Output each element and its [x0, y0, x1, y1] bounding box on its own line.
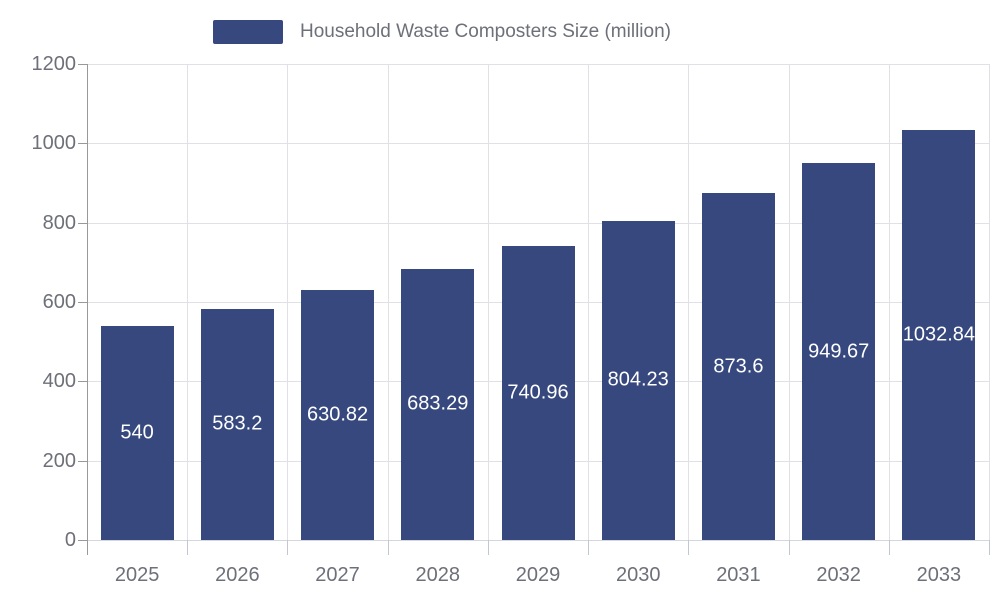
- x-axis-tick: [588, 540, 590, 555]
- gridline-v: [588, 64, 590, 540]
- bar-value-label: 540: [120, 421, 154, 444]
- y-axis-tick: [78, 64, 87, 65]
- x-axis-label: 2032: [816, 564, 861, 586]
- x-axis-tick: [187, 540, 189, 555]
- y-axis-label: 800: [42, 211, 76, 234]
- y-axis-tick: [78, 222, 87, 224]
- legend-item[interactable]: Household Waste Composters Size (million…: [213, 20, 671, 44]
- y-axis-label: 600: [42, 291, 76, 313]
- bar[interactable]: 683.29: [401, 268, 475, 540]
- x-axis-tick: [387, 540, 389, 555]
- bar-value-label: 683.29: [407, 392, 469, 415]
- gridline-v: [187, 64, 189, 540]
- bar-value-label: 1032.84: [902, 323, 976, 346]
- x-axis-label: 2029: [515, 564, 561, 586]
- y-axis-label: 1200: [31, 53, 77, 75]
- x-axis-tick: [888, 540, 890, 555]
- gridline-h: [87, 222, 989, 224]
- x-axis-tick: [487, 540, 489, 555]
- y-axis-tick: [78, 460, 87, 462]
- x-axis-label: 2031: [716, 564, 761, 586]
- gridline-v: [888, 64, 890, 540]
- bar[interactable]: 1032.84: [902, 130, 976, 540]
- bar-value-label: 630.82: [306, 403, 369, 426]
- y-axis-tick: [78, 381, 87, 383]
- bar[interactable]: 583.2: [200, 308, 274, 540]
- x-axis-label: 2027: [315, 564, 360, 586]
- y-axis-tick: [78, 302, 87, 303]
- x-axis-tick: [287, 540, 289, 555]
- gridline-v: [487, 64, 489, 540]
- x-axis-tick: [989, 540, 990, 555]
- gridline-v: [287, 64, 289, 540]
- legend-swatch: [213, 20, 283, 44]
- x-axis-label: 2025: [114, 564, 160, 586]
- gridline-h: [87, 143, 989, 145]
- y-axis-label: 1000: [31, 132, 77, 155]
- bar-value-label: 804.23: [607, 368, 669, 391]
- gridline-v: [387, 64, 389, 540]
- gridline-h: [87, 64, 989, 65]
- x-axis-tick: [688, 540, 690, 555]
- x-axis-label: 2026: [215, 564, 260, 586]
- y-axis-tick: [78, 540, 87, 541]
- bar[interactable]: 873.6: [701, 193, 775, 540]
- bar[interactable]: 804.23: [601, 220, 675, 540]
- bar[interactable]: 740.96: [501, 246, 575, 540]
- y-axis-label: 0: [64, 529, 76, 551]
- bar[interactable]: 630.82: [301, 289, 375, 540]
- bar[interactable]: 949.67: [802, 163, 876, 540]
- x-axis-label: 2033: [916, 564, 962, 586]
- gridline-v: [989, 64, 990, 540]
- bar-value-label: 949.67: [808, 340, 870, 363]
- gridline-h: [87, 540, 989, 541]
- y-axis-label: 400: [42, 370, 76, 393]
- bar-value-label: 740.96: [507, 381, 569, 404]
- legend-label: Household Waste Composters Size (million…: [300, 21, 671, 42]
- gridline-v: [788, 64, 790, 540]
- bar[interactable]: 540: [100, 325, 174, 540]
- y-axis-line: [87, 64, 88, 555]
- bar-value-label: 873.6: [713, 355, 764, 378]
- gridline-v: [688, 64, 690, 540]
- x-axis-tick: [788, 540, 790, 555]
- y-axis-tick: [78, 143, 87, 145]
- y-axis-label: 200: [42, 449, 76, 472]
- x-axis-label: 2030: [615, 564, 661, 586]
- bar-value-label: 583.2: [212, 412, 263, 435]
- x-axis-label: 2028: [415, 564, 461, 586]
